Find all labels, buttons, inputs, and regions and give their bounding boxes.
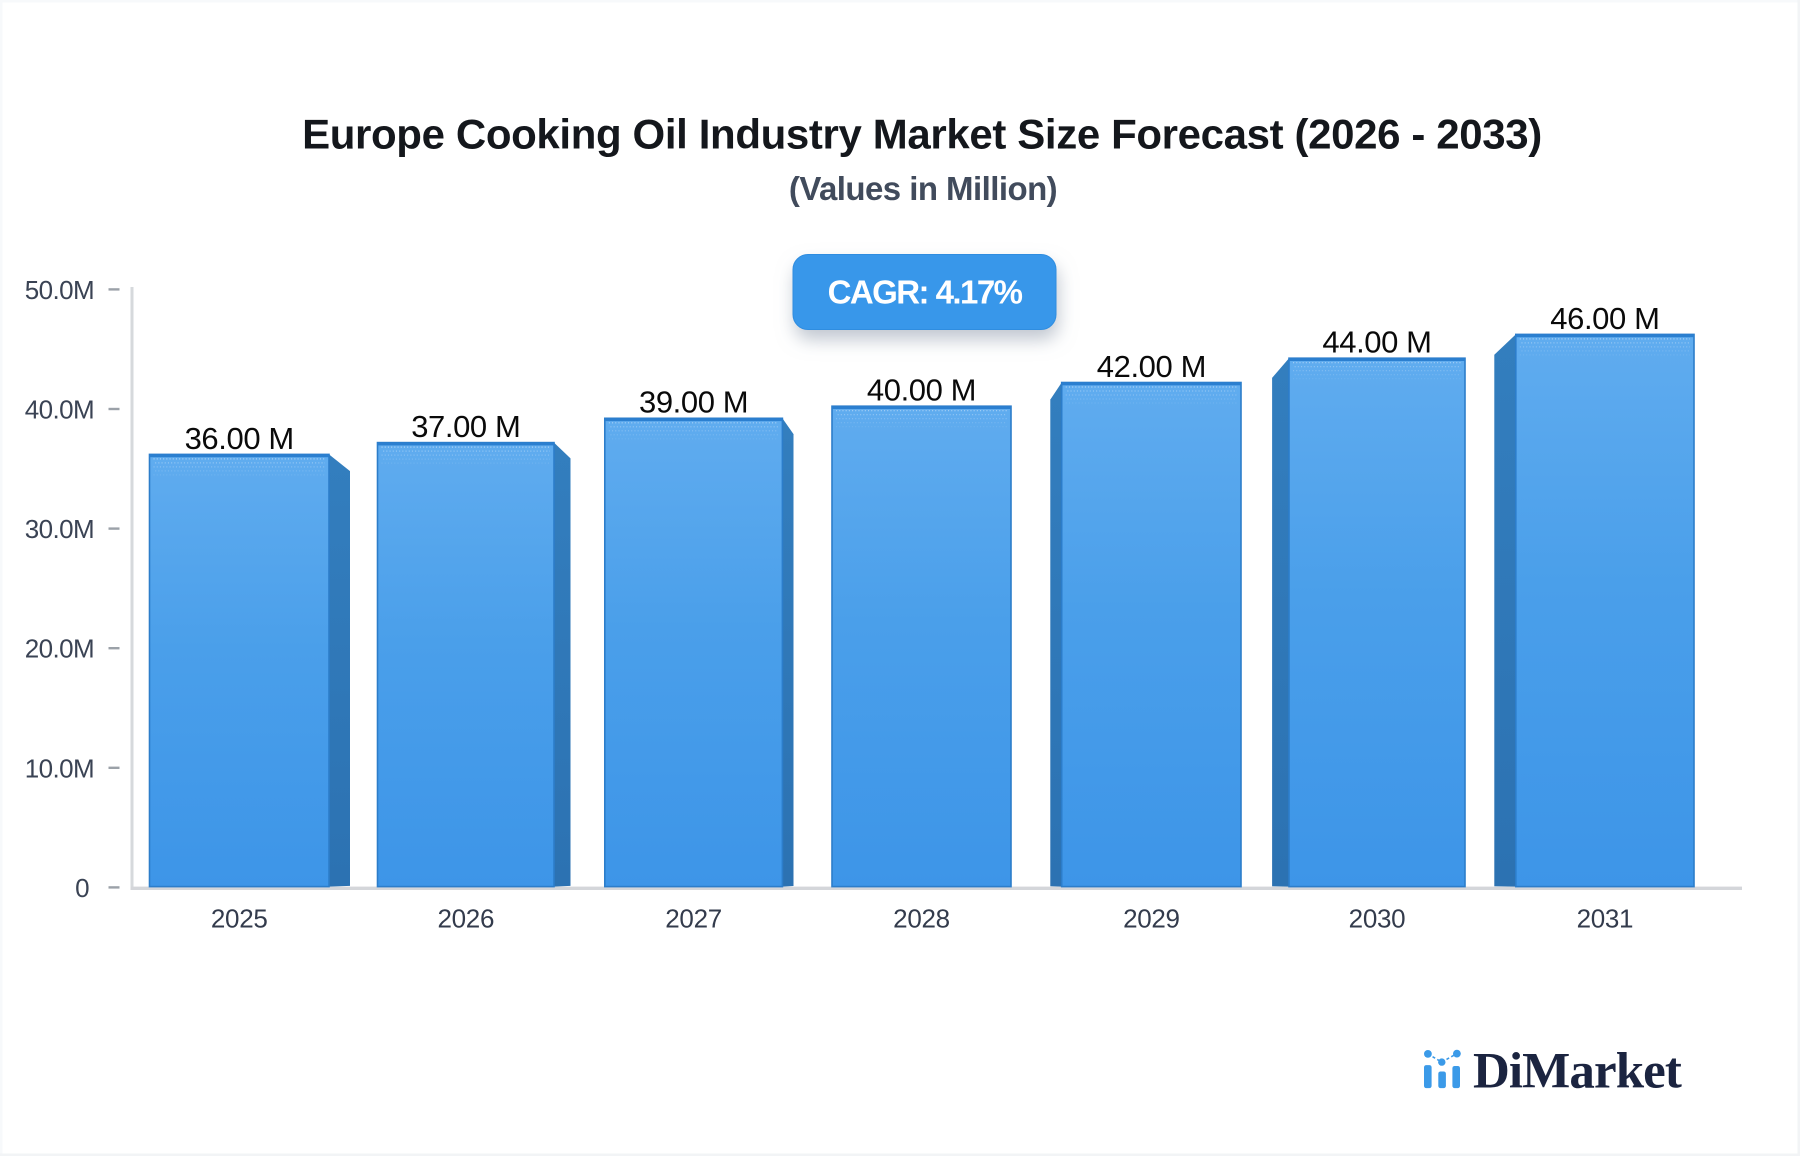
svg-text:2030: 2030: [1349, 904, 1406, 934]
svg-text:2028: 2028: [893, 904, 950, 934]
svg-text:2025: 2025: [211, 904, 268, 934]
svg-text:40.0M: 40.0M: [25, 395, 94, 425]
svg-text:20.0M: 20.0M: [25, 634, 94, 664]
svg-text:42.00 M: 42.00 M: [1097, 349, 1206, 384]
svg-text:46.00 M: 46.00 M: [1550, 301, 1659, 336]
svg-text:2029: 2029: [1123, 904, 1180, 934]
svg-text:Europe Cooking Oil Industry Ma: Europe Cooking Oil Industry Market Size …: [302, 111, 1542, 158]
svg-text:(Values in Million): (Values in Million): [789, 170, 1057, 207]
svg-text:39.00 M: 39.00 M: [639, 385, 748, 420]
svg-text:10.0M: 10.0M: [25, 753, 94, 783]
svg-text:CAGR: 4.17%: CAGR: 4.17%: [828, 274, 1023, 311]
svg-text:2031: 2031: [1577, 904, 1634, 934]
svg-text:44.00 M: 44.00 M: [1322, 325, 1431, 360]
svg-text:2026: 2026: [437, 904, 494, 934]
svg-text:DiMarket: DiMarket: [1473, 1044, 1682, 1100]
svg-text:30.0M: 30.0M: [25, 514, 94, 544]
svg-text:37.00 M: 37.00 M: [411, 409, 520, 444]
svg-text:50.0M: 50.0M: [25, 275, 94, 305]
svg-text:36.00 M: 36.00 M: [185, 421, 294, 456]
svg-text:2027: 2027: [665, 904, 722, 934]
svg-text:0: 0: [75, 873, 89, 903]
svg-text:40.00 M: 40.00 M: [867, 373, 976, 408]
